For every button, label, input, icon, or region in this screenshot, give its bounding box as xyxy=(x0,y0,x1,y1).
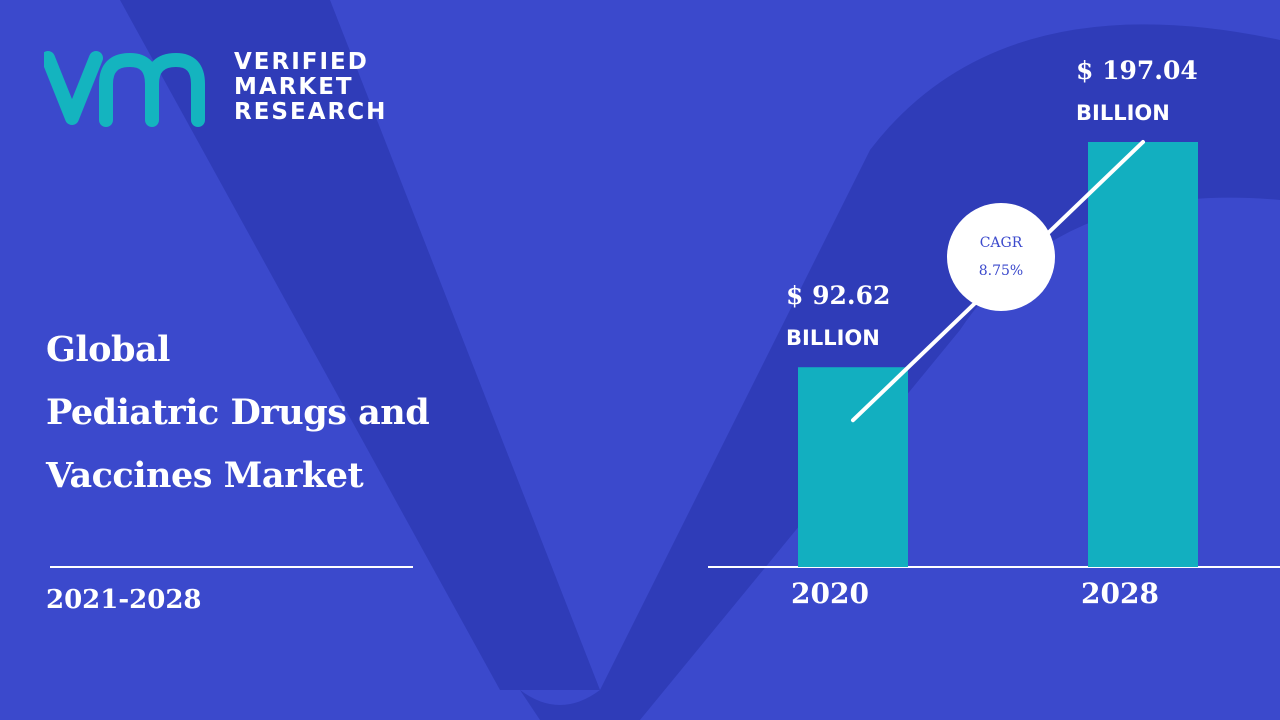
title-line-2: Pediatric Drugs and xyxy=(46,392,430,433)
brand-line-research: RESEARCH xyxy=(234,99,388,125)
cagr-value: 8.75% xyxy=(978,263,1024,279)
cagr-badge: CAGR 8.75% xyxy=(947,203,1055,311)
category-label-2020: 2020 xyxy=(791,577,869,610)
title-line-1: Global xyxy=(46,329,170,370)
bar-2020 xyxy=(798,367,908,567)
brand-line-market: MARKET xyxy=(234,74,354,100)
vmr-logo-icon xyxy=(44,51,205,127)
page-title: Global Pediatric Drugs and Vaccines Mark… xyxy=(46,318,430,507)
value-amount-2028: $ 197.04 xyxy=(1076,56,1198,85)
title-line-3: Vaccines Market xyxy=(46,455,364,496)
value-amount-2020: $ 92.62 xyxy=(786,281,891,311)
value-unit-2020: BILLION xyxy=(786,326,880,351)
title-divider xyxy=(50,566,413,568)
brand-wordmark: VERIFIED MARKET RESEARCH xyxy=(234,50,387,125)
bar-2028 xyxy=(1088,142,1198,567)
value-label-2028: $ 197.04 BILLION xyxy=(1076,50,1198,134)
value-unit-2028: BILLION xyxy=(1076,101,1170,125)
background-v-left-stroke xyxy=(120,0,600,690)
brand-line-verified: VERIFIED xyxy=(234,49,369,75)
value-label-2020: $ 92.62 BILLION xyxy=(786,275,890,359)
forecast-period: 2021-2028 xyxy=(46,585,202,615)
cagr-label: CAGR xyxy=(979,235,1023,251)
category-label-2028: 2028 xyxy=(1081,577,1159,610)
